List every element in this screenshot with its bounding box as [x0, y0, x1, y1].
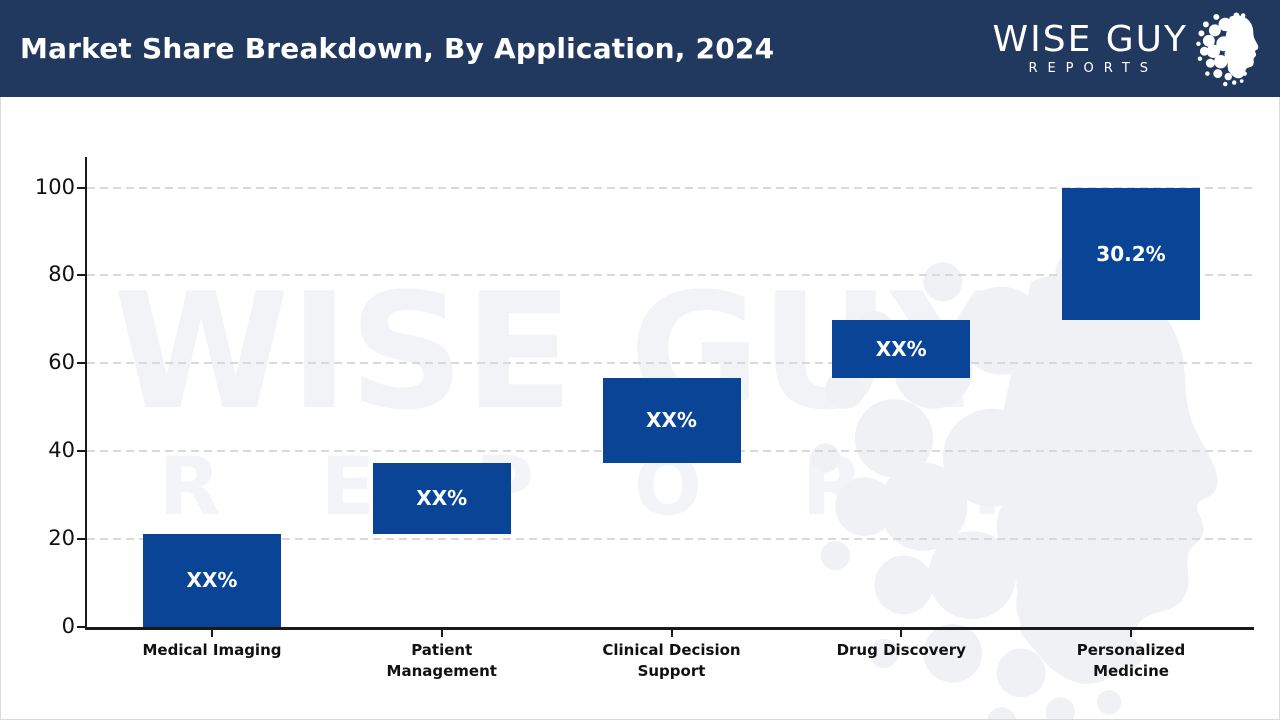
x-ticklabel-medical-imaging: Medical Imaging: [142, 641, 282, 659]
logo-text: WISE GUY REPORTS: [992, 18, 1189, 77]
header-bar: Market Share Breakdown, By Application, …: [0, 0, 1280, 97]
y-tickmark-40: [77, 450, 85, 453]
y-tickmark-60: [77, 362, 85, 365]
x-ticklabel-drug-discovery: Drug Discovery: [836, 641, 966, 659]
dotted-head-profile-icon: [1196, 11, 1259, 86]
y-tickmark-0: [77, 626, 85, 628]
y-axis-line: [85, 157, 87, 629]
y-ticklabel-60: 60: [48, 350, 75, 375]
y-gridline-20: [87, 538, 1254, 541]
y-ticklabel-40: 40: [48, 438, 75, 463]
y-ticklabel-20: 20: [48, 526, 75, 551]
bar-value-label-medical-imaging: XX%: [186, 568, 238, 593]
x-tickmark-drug-discovery: [900, 630, 903, 637]
y-ticklabel-80: 80: [48, 262, 75, 287]
bar-personalized-medicine: 30.2%: [1062, 187, 1200, 321]
x-tickmark-patient-management: [440, 630, 443, 637]
bar-clinical-decision-support: XX%: [602, 378, 741, 463]
bar-value-label-drug-discovery: XX%: [875, 337, 927, 362]
bar-medical-imaging: XX%: [143, 533, 281, 627]
y-gridline-60: [87, 362, 1254, 365]
y-ticklabel-100: 100: [34, 174, 75, 199]
bar-patient-management: XX%: [372, 462, 511, 534]
bar-drug-discovery: XX%: [832, 320, 971, 379]
logo-subtitle: REPORTS: [1028, 61, 1159, 77]
y-gridline-100: [87, 186, 1254, 189]
plot-region: 0 20 40 60 80 100 XX% Medical Imaging XX% Patient…: [1, 97, 1279, 719]
x-tickmark-clinical-decision-support: [670, 630, 673, 637]
y-ticklabel-0: 0: [61, 614, 75, 638]
bar-value-label-patient-management: XX%: [416, 486, 468, 511]
y-tickmark-100: [77, 186, 85, 189]
x-ticklabel-clinical-decision-support: Clinical Decision Support: [602, 641, 741, 680]
chart-title: Market Share Breakdown, By Application, …: [20, 32, 775, 65]
x-tickmark-medical-imaging: [211, 630, 213, 637]
y-tickmark-20: [77, 538, 85, 541]
x-axis-line: [85, 627, 1254, 630]
x-ticklabel-patient-management: Patient Management: [386, 641, 497, 680]
x-tickmark-personalized-medicine: [1130, 630, 1132, 637]
chart-canvas: WISE GUY REPORTS 0 20 40 60 80 100 XX% Medical …: [0, 97, 1280, 720]
bar-value-label-personalized-medicine: 30.2%: [1096, 241, 1166, 266]
y-gridline-80: [87, 274, 1254, 277]
y-tickmark-80: [77, 274, 85, 277]
x-ticklabel-personalized-medicine: Personalized Medicine: [1076, 641, 1186, 680]
bar-value-label-clinical-decision-support: XX%: [646, 408, 697, 433]
wise-guy-reports-logo: WISE GUY REPORTS: [993, 8, 1267, 90]
logo-wordmark: WISE GUY: [992, 18, 1188, 60]
